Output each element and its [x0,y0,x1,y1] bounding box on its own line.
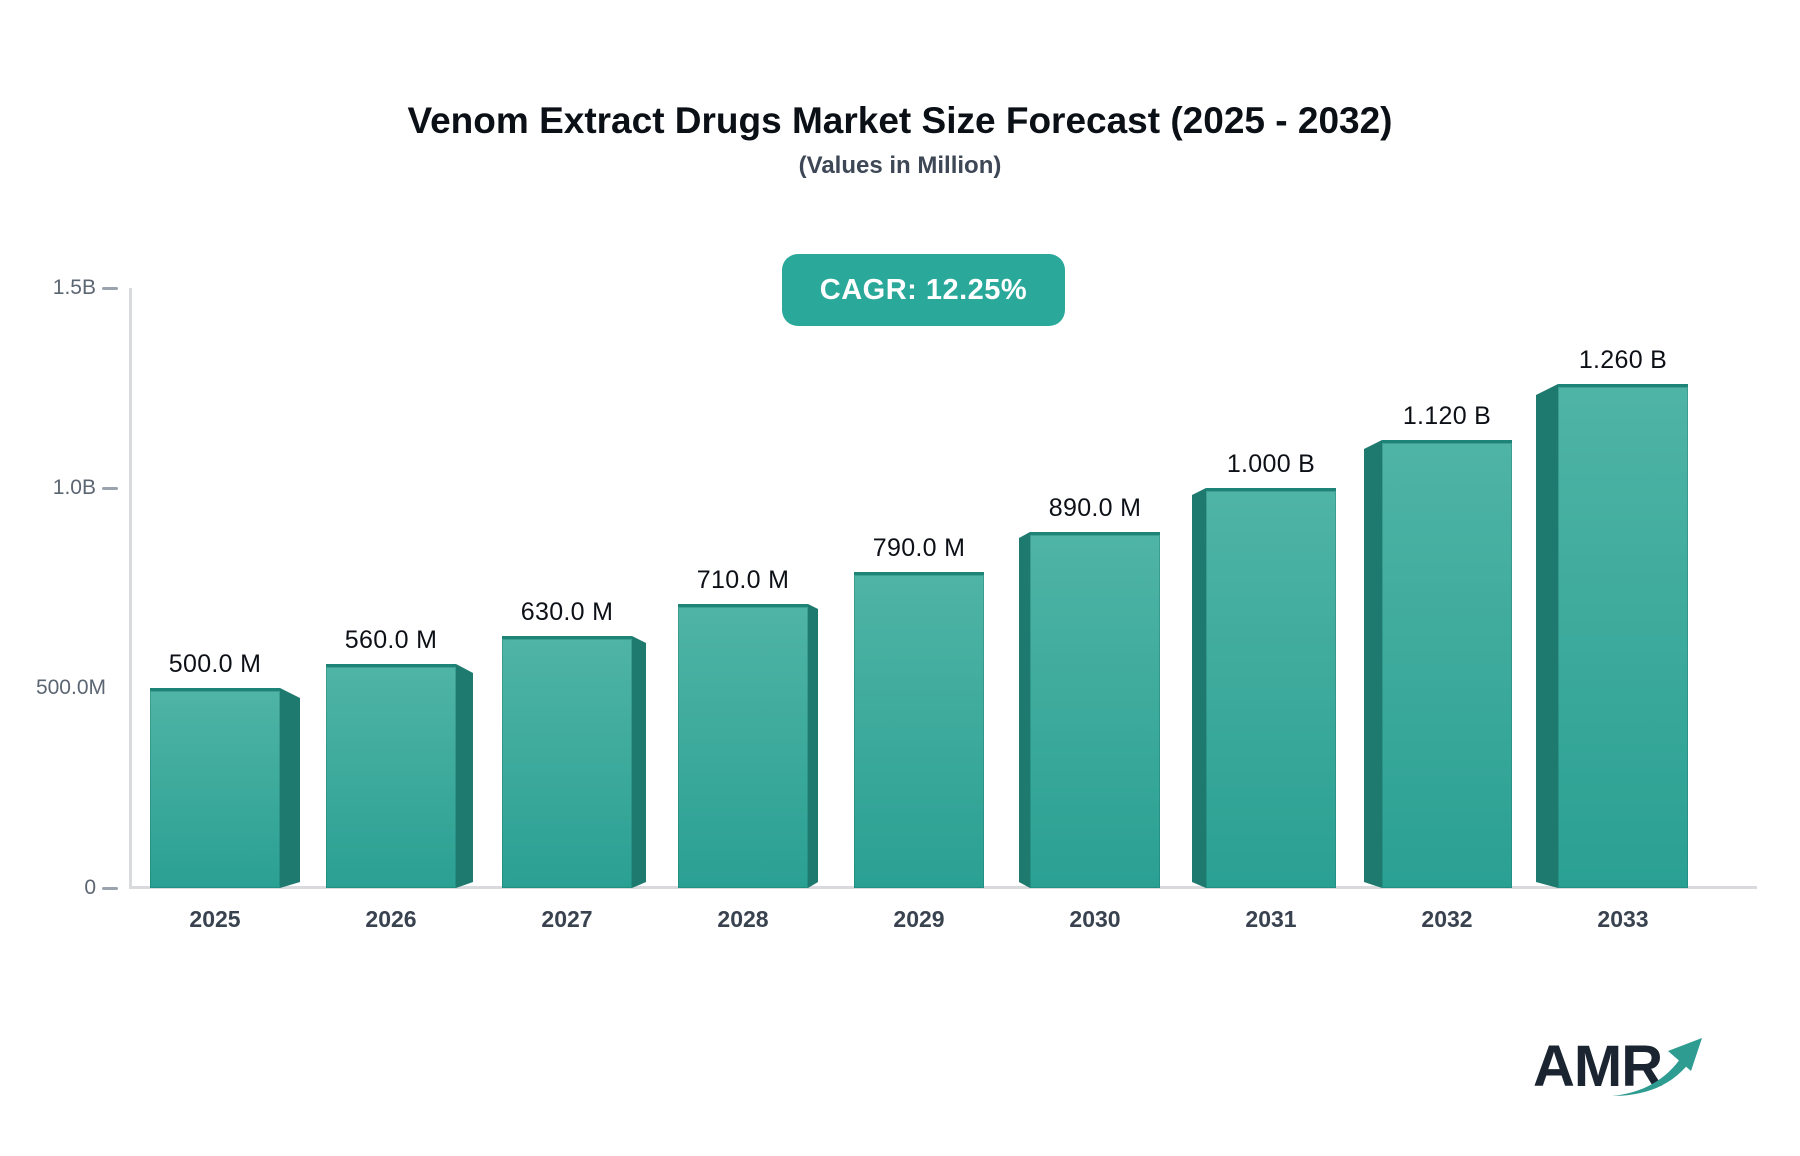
y-tick-dash-1.0B [102,487,118,490]
bar-value-label-2028: 710.0 M [696,566,790,594]
bar-face-2028 [678,604,808,888]
chart-subtitle: (Values in Million) [798,152,1002,179]
bar-side-2026 [456,664,473,888]
bar-value-label-2025: 500.0 M [168,650,262,678]
x-axis-label-2027: 2027 [541,906,593,932]
bar-side-2028 [808,604,818,888]
bar-value-label-2032: 1.120 B [1402,402,1492,430]
x-axis-label-2033: 2033 [1597,906,1649,932]
bar-value-label-2027: 630.0 M [520,598,614,626]
x-axis-label-2030: 2030 [1069,906,1121,932]
amr-logo-arrow-icon [1612,1038,1702,1096]
bar-face-2030 [1030,532,1160,888]
y-tick-label-1.5B: 1.5B [52,276,96,299]
bar-face-2032 [1382,440,1512,888]
y-axis-line [129,288,132,889]
x-axis-label-2029: 2029 [893,906,945,932]
y-tick-dash-1.5B [102,287,118,290]
bar-side-2032 [1364,440,1382,888]
bar-side-2027 [632,636,646,888]
bar-face-2033 [1558,384,1688,888]
bar-value-label-2026: 560.0 M [344,626,438,654]
bar-side-2031 [1192,488,1206,888]
bar-face-2029 [854,572,984,888]
amr-logo-text: AMR [1533,1034,1663,1099]
x-axis-label-2031: 2031 [1245,906,1297,932]
x-axis-label-2026: 2026 [365,906,417,932]
bar-side-2030 [1019,532,1030,888]
cagr-badge: CAGR: 12.25% [782,254,1065,326]
cagr-badge-label: CAGR: 12.25% [819,273,1028,306]
y-tick-label-1.0B: 1.0B [52,476,96,499]
y-tick-label-0: 0 [84,876,96,899]
bar-value-label-2033: 1.260 B [1578,346,1668,374]
bar-side-2025 [280,688,300,888]
amr-logo: AMR [1533,1036,1773,1116]
bar-face-2026 [326,664,456,888]
y-tick-label-500.0M: 500.0M [35,676,106,699]
chart-title: Venom Extract Drugs Market Size Forecast… [407,100,1393,141]
bar-value-label-2031: 1.000 B [1226,450,1316,478]
bar-face-2025 [150,688,280,888]
x-axis-label-2032: 2032 [1421,906,1473,932]
y-tick-dash-0 [102,887,118,890]
x-axis-label-2028: 2028 [717,906,769,932]
bar-value-label-2030: 890.0 M [1048,494,1142,522]
bar-face-2027 [502,636,632,888]
bar-value-label-2029: 790.0 M [872,534,966,562]
bar-side-2033 [1536,384,1558,888]
x-axis-label-2025: 2025 [189,906,241,932]
bar-face-2031 [1206,488,1336,888]
